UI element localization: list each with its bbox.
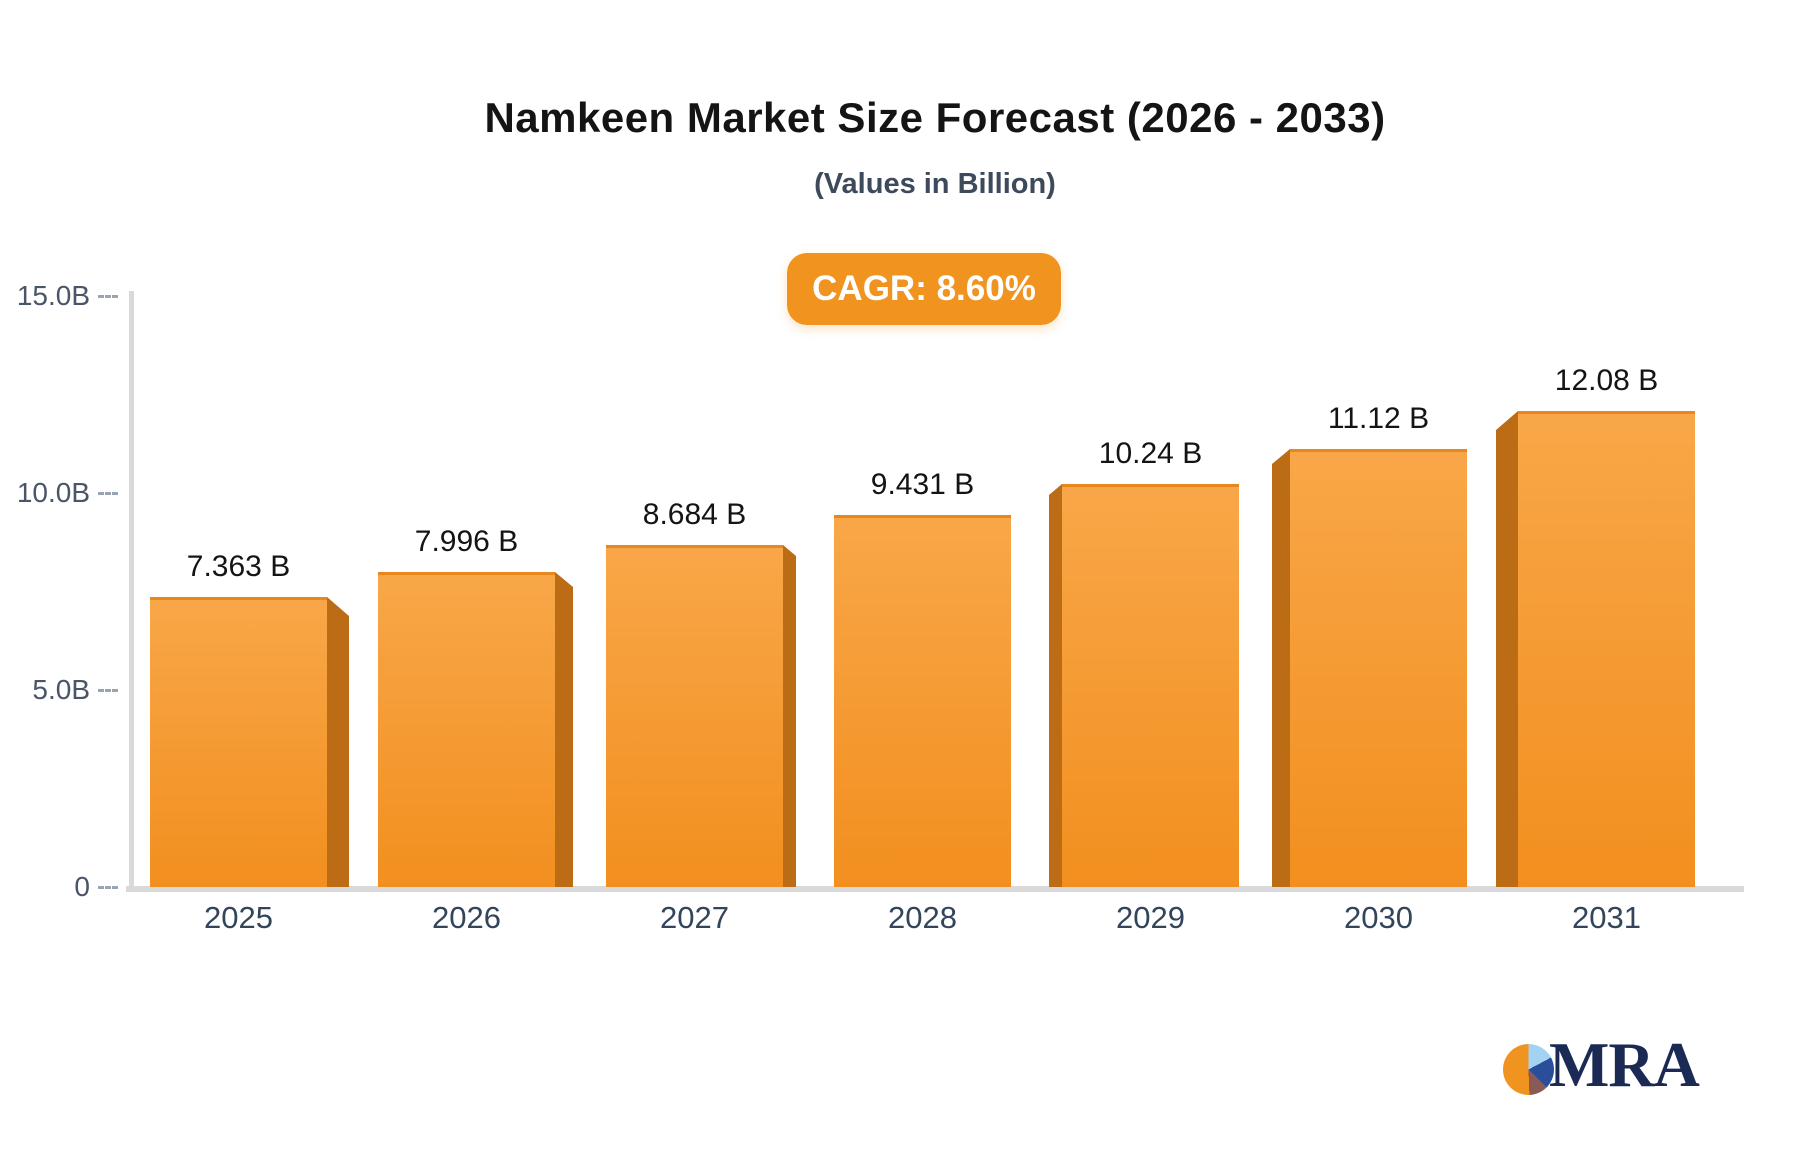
y-tick-mark [98, 689, 118, 692]
x-axis-label: 2028 [888, 900, 957, 935]
bar-face-2031 [1518, 411, 1695, 887]
bar-value-label: 7.363 B [186, 550, 291, 583]
bar-face-2027 [606, 545, 783, 887]
x-axis-label: 2027 [660, 900, 729, 935]
bar-face-2025 [150, 597, 327, 887]
bar-side-2029 [1049, 484, 1062, 887]
chart-subtitle: (Values in Billion) [814, 168, 1056, 200]
bar-face-2026 [378, 572, 555, 887]
y-tick-mark [98, 295, 118, 298]
y-tick-mark [98, 492, 118, 495]
x-axis-baseline [126, 886, 1744, 892]
y-tick-label: 15.0B [16, 280, 90, 311]
bar-value-label: 11.12 B [1327, 402, 1430, 435]
x-axis-label: 2029 [1116, 900, 1185, 935]
y-axis-line [129, 291, 134, 888]
bar-side-2026 [555, 572, 573, 887]
x-axis-label: 2031 [1572, 900, 1641, 935]
bar-value-label: 7.996 B [414, 525, 519, 558]
pie-chart-icon [1503, 1044, 1554, 1095]
bar-side-2025 [327, 597, 349, 887]
x-axis-label: 2025 [204, 900, 273, 935]
y-tick-label: 0 [74, 871, 90, 902]
bar-value-label: 9.431 B [870, 468, 975, 501]
y-tick-mark [98, 886, 118, 889]
bar-value-label: 8.684 B [642, 498, 747, 531]
bar-face-2028 [834, 515, 1011, 887]
cagr-badge: CAGR: 8.60% [787, 253, 1061, 325]
bar-value-label: 10.24 B [1098, 437, 1203, 470]
bar-side-2031 [1496, 411, 1518, 887]
y-tick-label: 10.0B [16, 477, 90, 508]
x-axis-label: 2030 [1344, 900, 1413, 935]
mra-logo: MRA [1500, 1029, 1760, 1106]
x-axis-label: 2026 [432, 900, 501, 935]
chart-title: Namkeen Market Size Forecast (2026 - 203… [484, 94, 1386, 141]
y-tick-label: 5.0B [32, 674, 90, 705]
bar-side-2027 [783, 545, 796, 887]
bar-side-2030 [1272, 449, 1290, 887]
bar-face-2029 [1062, 484, 1239, 887]
bar-face-2030 [1290, 449, 1467, 887]
bar-value-label: 12.08 B [1554, 364, 1659, 397]
logo-text: MRA [1549, 1029, 1700, 1100]
